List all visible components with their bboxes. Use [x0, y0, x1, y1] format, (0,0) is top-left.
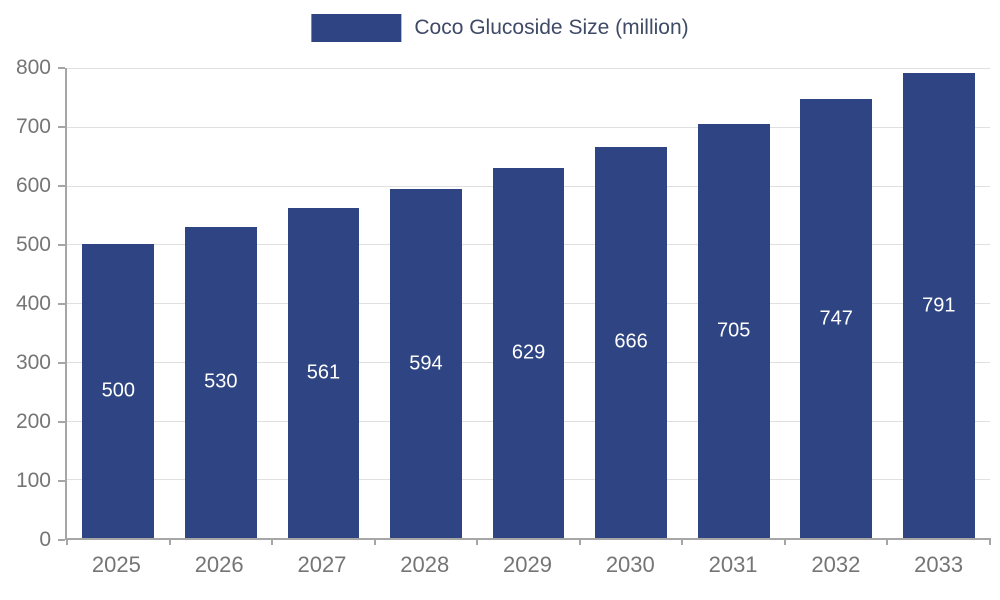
bar-value-label: 594 [409, 352, 443, 375]
bar-slot: 500 [67, 68, 170, 538]
legend-label: Coco Glucoside Size (million) [414, 16, 689, 39]
x-tick-mark [886, 538, 889, 545]
y-tick-mark [58, 303, 65, 305]
x-tick-mark [578, 538, 581, 545]
bar-slot: 747 [785, 68, 888, 538]
y-tick-mark [58, 480, 65, 482]
y-tick-label: 800 [15, 56, 51, 79]
gridline [67, 68, 990, 69]
bar-slot: 629 [477, 68, 580, 538]
x-tick-mark [66, 538, 68, 545]
y-tick-label: 500 [15, 233, 51, 256]
bar-slot: 705 [682, 68, 785, 538]
x-tick-mark [783, 538, 786, 545]
x-tick-mark [271, 538, 274, 545]
x-tick-mark [476, 538, 479, 545]
x-tick-label: 2033 [914, 552, 964, 577]
x-tick-label: 2032 [811, 552, 861, 577]
x-tick-label: 2027 [297, 552, 347, 577]
plot-area: 500 530 561 594 629 666 705 747 791 [65, 68, 991, 545]
bar-value-label: 705 [716, 319, 751, 342]
x-tick-label: 2028 [400, 552, 450, 577]
bar-value-label: 666 [614, 330, 648, 353]
x-tick-label: 2025 [91, 552, 141, 577]
bar-slot: 594 [375, 68, 478, 538]
bar-2030: 666 [595, 146, 667, 538]
gridline [67, 126, 990, 128]
x-axis: 2025 2026 2027 2028 2029 2030 2031 2032 2033 [65, 552, 990, 578]
bar-value-label: 500 [101, 379, 135, 402]
bar-value-label: 561 [306, 361, 341, 384]
y-tick-mark [58, 421, 65, 423]
bar-2033: 791 [902, 73, 975, 538]
x-tick-mark [989, 538, 991, 545]
bar-2025: 500 [82, 244, 155, 538]
y-tick-label: 0 [39, 528, 51, 551]
x-tick-mark [373, 538, 376, 545]
bar-slot: 561 [272, 68, 375, 538]
x-tick-mark [681, 538, 684, 545]
y-tick-mark [58, 67, 65, 69]
bar-slot: 530 [170, 68, 273, 538]
legend-swatch [311, 14, 402, 42]
y-tick-label: 400 [15, 292, 51, 315]
bar-value-label: 791 [922, 294, 956, 317]
bar-2027: 561 [287, 208, 360, 538]
bar-2029: 629 [492, 168, 565, 538]
y-tick-mark [58, 126, 65, 128]
bar-value-label: 747 [819, 307, 853, 330]
bar-2028: 594 [390, 189, 462, 538]
y-tick-label: 300 [15, 351, 51, 374]
bar-value-label: 629 [511, 341, 546, 364]
y-tick-label: 700 [15, 115, 51, 138]
y-axis: 0 100 200 300 400 500 600 700 800 [0, 56, 65, 551]
y-tick-label: 600 [15, 174, 51, 197]
y-tick-mark [58, 539, 65, 541]
bar-2026: 530 [184, 226, 257, 538]
y-tick-mark [58, 244, 65, 246]
x-tick-label: 2029 [503, 552, 552, 577]
bar-slot: 666 [580, 68, 683, 538]
x-tick-mark [168, 538, 171, 545]
y-tick-mark [58, 185, 65, 187]
chart-legend: Coco Glucoside Size (million) [311, 14, 689, 42]
x-tick-label: 2026 [194, 552, 244, 577]
bar-2031: 705 [697, 123, 770, 538]
y-tick-label: 100 [15, 469, 51, 492]
x-tick-label: 2031 [708, 552, 758, 577]
bar-2032: 747 [800, 99, 873, 538]
bar-slot: 791 [888, 68, 991, 538]
x-tick-label: 2030 [605, 552, 655, 577]
y-tick-mark [58, 362, 65, 364]
y-tick-label: 200 [15, 410, 51, 433]
bars-row: 500 530 561 594 629 666 705 747 791 [67, 68, 990, 538]
bar-value-label: 530 [204, 370, 238, 393]
